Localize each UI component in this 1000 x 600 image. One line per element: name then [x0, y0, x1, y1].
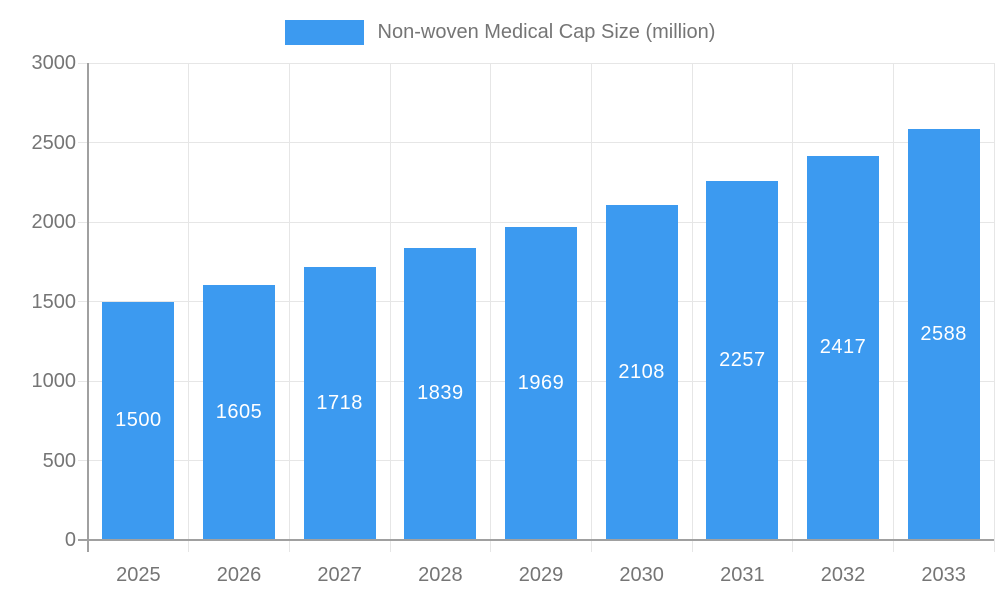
- x-tick-label: 2029: [518, 564, 564, 586]
- bar-value-label: 1605: [215, 400, 263, 423]
- v-gridline: [389, 63, 391, 552]
- x-tick-label: 2025: [116, 564, 161, 586]
- x-tick-label: 2026: [216, 564, 262, 586]
- x-tick-label: 2032: [820, 564, 866, 586]
- bar-2026: 1605: [203, 284, 275, 540]
- v-gridline: [892, 63, 894, 552]
- y-tick-label: 1500: [31, 290, 77, 313]
- v-gridline: [993, 63, 995, 552]
- bar-value-label: 1969: [517, 371, 565, 394]
- x-tick-label: 2031: [720, 564, 765, 586]
- bar-2028: 1839: [404, 247, 477, 540]
- legend[interactable]: Non-woven Medical Cap Size (million): [0, 15, 1000, 49]
- bar-value-label: 2588: [920, 322, 967, 345]
- x-tick-label: 2030: [619, 564, 664, 586]
- y-tick-label: 1000: [31, 370, 77, 392]
- bar-2032: 2417: [807, 155, 879, 540]
- plot-area: 1500 1605 1718 1839 1969 2108 2257 2417 2588: [78, 62, 995, 552]
- v-gridline: [288, 63, 290, 552]
- bar-2033: 2588: [907, 128, 980, 540]
- legend-label: Non-woven Medical Cap Size (million): [377, 20, 716, 43]
- h-gridline: [78, 62, 994, 64]
- y-tick-label: 0: [64, 529, 76, 551]
- bar-2030: 2108: [605, 204, 678, 540]
- bar-value-label: 2417: [819, 336, 867, 359]
- y-tick-label: 2500: [31, 131, 77, 154]
- bar-value-label: 2108: [618, 360, 665, 383]
- bar-value-label: 1718: [316, 391, 363, 414]
- bar-value-label: 1500: [115, 409, 162, 432]
- bar-2031: 2257: [706, 181, 779, 540]
- v-gridline: [792, 63, 794, 552]
- h-gridline: [78, 142, 994, 143]
- h-gridline: [78, 221, 994, 223]
- y-tick-label: 3000: [31, 52, 77, 74]
- y-axis-line: [87, 63, 89, 552]
- v-gridline: [188, 63, 190, 552]
- x-tick-label: 2033: [921, 564, 966, 586]
- y-tick-label: 2000: [31, 211, 77, 233]
- bar-value-label: 1839: [417, 382, 464, 405]
- bar-value-label: 2257: [719, 349, 766, 372]
- bar-2025: 1500: [102, 301, 175, 540]
- v-gridline: [691, 63, 693, 552]
- x-axis-line: [78, 539, 994, 541]
- y-tick-label: 500: [42, 449, 76, 472]
- legend-swatch: [284, 19, 364, 45]
- bar-2029: 1969: [505, 226, 577, 540]
- x-tick-label: 2028: [418, 564, 463, 586]
- bar-2027: 1718: [303, 266, 376, 540]
- v-gridline: [490, 63, 492, 552]
- x-tick-label: 2027: [317, 564, 362, 586]
- v-gridline: [590, 63, 592, 552]
